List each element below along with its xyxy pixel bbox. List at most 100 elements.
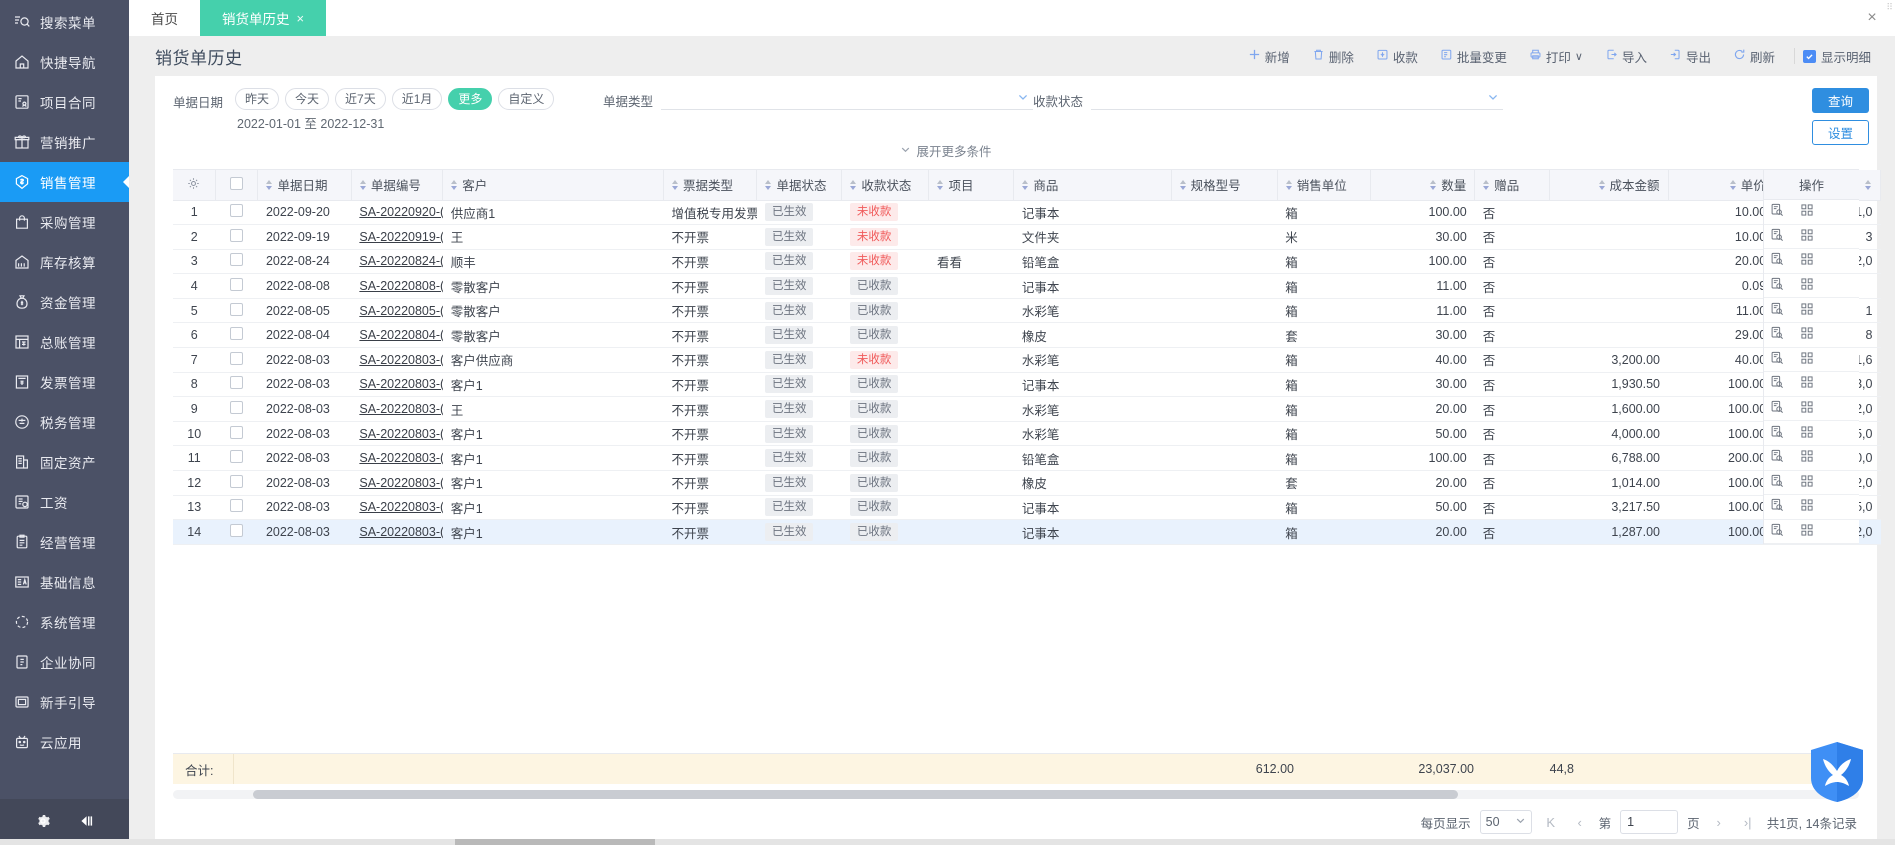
chip-last-month[interactable]: 近1月 <box>391 88 443 110</box>
sort-icon[interactable] <box>1430 180 1437 190</box>
table-row[interactable]: 7 2022-08-03 SA-20220803-(客户供应商 不开票 已生效 未收款 水彩… <box>173 347 1881 373</box>
column-header-gift[interactable]: 赠品 <box>1474 170 1550 201</box>
collapse-sidebar-icon[interactable] <box>78 813 94 832</box>
row-checkbox[interactable] <box>230 376 244 390</box>
sidebar-item-marketing[interactable]: 营销推广 <box>0 122 129 162</box>
row-checkbox-cell[interactable] <box>215 200 258 226</box>
sidebar-item-invoice-management[interactable]: 发票管理 <box>0 362 129 402</box>
sidebar-item-purchase-management[interactable]: 采购管理 <box>0 202 129 242</box>
export-button[interactable]: 导出 <box>1658 43 1722 69</box>
prev-page-button[interactable]: ‹ <box>1577 814 1582 830</box>
table-row[interactable]: 8 2022-08-03 SA-20220803-(客户1 不开票 已生效 已收款 记事本 箱… <box>173 372 1881 398</box>
chip-more[interactable]: 更多 <box>448 88 493 110</box>
table-row[interactable]: 6 2022-08-04 SA-20220804-(零散客户 不开票 已生效 已收款 橡皮 套… <box>173 322 1881 349</box>
row-checkbox-cell[interactable] <box>215 519 258 545</box>
print-button[interactable]: 打印 ∨ <box>1518 43 1594 69</box>
first-page-button[interactable]: K <box>1546 814 1555 830</box>
order-code-link[interactable]: SA-20220803-( <box>359 475 443 490</box>
operation-cell[interactable] <box>1764 446 1859 471</box>
sidebar-item-fund-management[interactable]: 资金管理 <box>0 282 129 322</box>
sidebar-item-quick-nav[interactable]: 快捷导航 <box>0 42 129 82</box>
receive-payment-button[interactable]: 收款 <box>1365 43 1429 69</box>
table-row[interactable]: 10 2022-08-03 SA-20220803-(客户1 不开票 已生效 已收款 水彩笔… <box>173 421 1881 447</box>
view-detail-icon[interactable] <box>1770 228 1784 245</box>
sort-icon[interactable] <box>850 180 857 190</box>
row-checkbox[interactable] <box>230 278 244 292</box>
column-header-date[interactable]: 单据日期 <box>257 170 352 201</box>
more-actions-icon[interactable] <box>1800 351 1814 368</box>
table-row[interactable]: 13 2022-08-03 SA-20220803-(客户1 不开票 已生效 已收款 记事本… <box>173 495 1881 521</box>
cell-code[interactable]: SA-20220803-( <box>351 445 443 472</box>
more-actions-icon[interactable] <box>1800 523 1814 540</box>
order-code-link[interactable]: SA-20220805-( <box>359 303 443 318</box>
order-code-link[interactable]: SA-20220803-( <box>359 426 443 441</box>
view-detail-icon[interactable] <box>1770 252 1784 269</box>
cell-code[interactable]: SA-20220804-( <box>351 322 443 349</box>
column-header-cost-amount[interactable]: 成本金额 <box>1549 170 1669 201</box>
sort-icon[interactable] <box>1729 180 1737 190</box>
sidebar-item-general-ledger[interactable]: 总账管理 <box>0 322 129 362</box>
row-checkbox[interactable] <box>230 425 244 439</box>
row-checkbox[interactable] <box>230 327 244 341</box>
per-page-select[interactable]: 50 <box>1479 810 1532 834</box>
row-checkbox-cell[interactable] <box>215 445 258 472</box>
close-icon[interactable]: × <box>296 10 305 26</box>
cell-code[interactable]: SA-20220803-( <box>351 421 443 447</box>
table-row[interactable]: 1 2022-09-20 SA-20220920-(供应商1 增值税专用发票 已生效 未收… <box>173 200 1881 226</box>
sort-icon[interactable] <box>451 180 458 190</box>
row-checkbox-cell[interactable] <box>215 495 258 521</box>
more-actions-icon[interactable] <box>1800 252 1814 269</box>
select-all-header[interactable] <box>215 170 259 201</box>
view-detail-icon[interactable] <box>1770 449 1784 466</box>
column-settings-header[interactable] <box>173 170 216 201</box>
more-actions-icon[interactable] <box>1800 228 1814 245</box>
sidebar-item-project-contract[interactable]: 项目合同 <box>0 82 129 122</box>
cell-code[interactable]: SA-20220803-( <box>351 396 443 422</box>
more-actions-icon[interactable] <box>1800 400 1814 417</box>
sort-icon[interactable] <box>1483 180 1490 190</box>
order-code-link[interactable]: SA-20220824-( <box>359 254 443 269</box>
row-checkbox-cell[interactable] <box>215 372 258 398</box>
operation-cell[interactable] <box>1764 471 1859 496</box>
table-scroll-area[interactable]: 单据日期 单据编号 客户 票据类型 单据状态 收款状态 项目 商品 规格型号 销… <box>173 169 1882 753</box>
order-code-link[interactable]: SA-20220804-( <box>359 328 443 343</box>
pay-status-select[interactable] <box>1091 88 1503 110</box>
sidebar-item-basic-info[interactable]: 基础信息 <box>0 562 129 602</box>
last-page-button[interactable]: ›| <box>1743 814 1752 830</box>
sidebar-item-fixed-assets[interactable]: 固定资产 <box>0 442 129 482</box>
more-actions-icon[interactable] <box>1800 474 1814 491</box>
operation-cell[interactable] <box>1764 249 1859 274</box>
column-header-unit[interactable]: 销售单位 <box>1277 170 1372 201</box>
more-actions-icon[interactable] <box>1800 375 1814 392</box>
sort-icon[interactable] <box>1022 180 1029 190</box>
more-actions-icon[interactable] <box>1800 277 1814 294</box>
order-code-link[interactable]: SA-20220803-( <box>359 500 443 515</box>
batch-change-button[interactable]: 批量变更 <box>1429 43 1518 69</box>
cell-code[interactable]: SA-20220920-( <box>351 200 443 226</box>
import-button[interactable]: 导入 <box>1594 43 1658 69</box>
sidebar-list[interactable]: 搜索菜单 快捷导航 项目合同 营销推广 销售管理 采购管理 <box>0 0 129 799</box>
floating-assistant-logo[interactable] <box>1809 741 1865 802</box>
operation-cell[interactable] <box>1764 200 1859 225</box>
doc-type-select[interactable] <box>661 88 1033 110</box>
operation-cell[interactable] <box>1764 372 1859 397</box>
cell-code[interactable]: SA-20220803-( <box>351 372 443 398</box>
add-button[interactable]: 新增 <box>1237 43 1301 69</box>
order-code-link[interactable]: SA-20220919-( <box>359 229 443 244</box>
order-code-link[interactable]: SA-20220803-( <box>359 451 443 466</box>
view-detail-icon[interactable] <box>1770 277 1784 294</box>
settings-gear-icon[interactable] <box>35 813 51 832</box>
tab-home[interactable]: 首页 <box>129 0 200 36</box>
row-checkbox-cell[interactable] <box>215 224 258 250</box>
select-all-checkbox[interactable] <box>230 176 244 190</box>
row-checkbox-cell[interactable] <box>215 298 258 324</box>
row-checkbox[interactable] <box>230 204 244 218</box>
scrollbar-thumb[interactable] <box>253 790 1458 799</box>
row-checkbox[interactable] <box>230 474 244 488</box>
table-row[interactable]: 9 2022-08-03 SA-20220803-(王不开票 已生效 已收款 水彩笔 箱 20… <box>173 396 1881 422</box>
expand-more-conditions[interactable]: 展开更多条件 <box>155 132 1737 169</box>
operation-cell[interactable] <box>1764 225 1859 250</box>
operation-cell[interactable] <box>1764 495 1859 520</box>
table-row[interactable]: 14 2022-08-03 SA-20220803-(客户1 不开票 已生效 已收款 记事本… <box>173 519 1881 545</box>
view-detail-icon[interactable] <box>1770 523 1784 540</box>
